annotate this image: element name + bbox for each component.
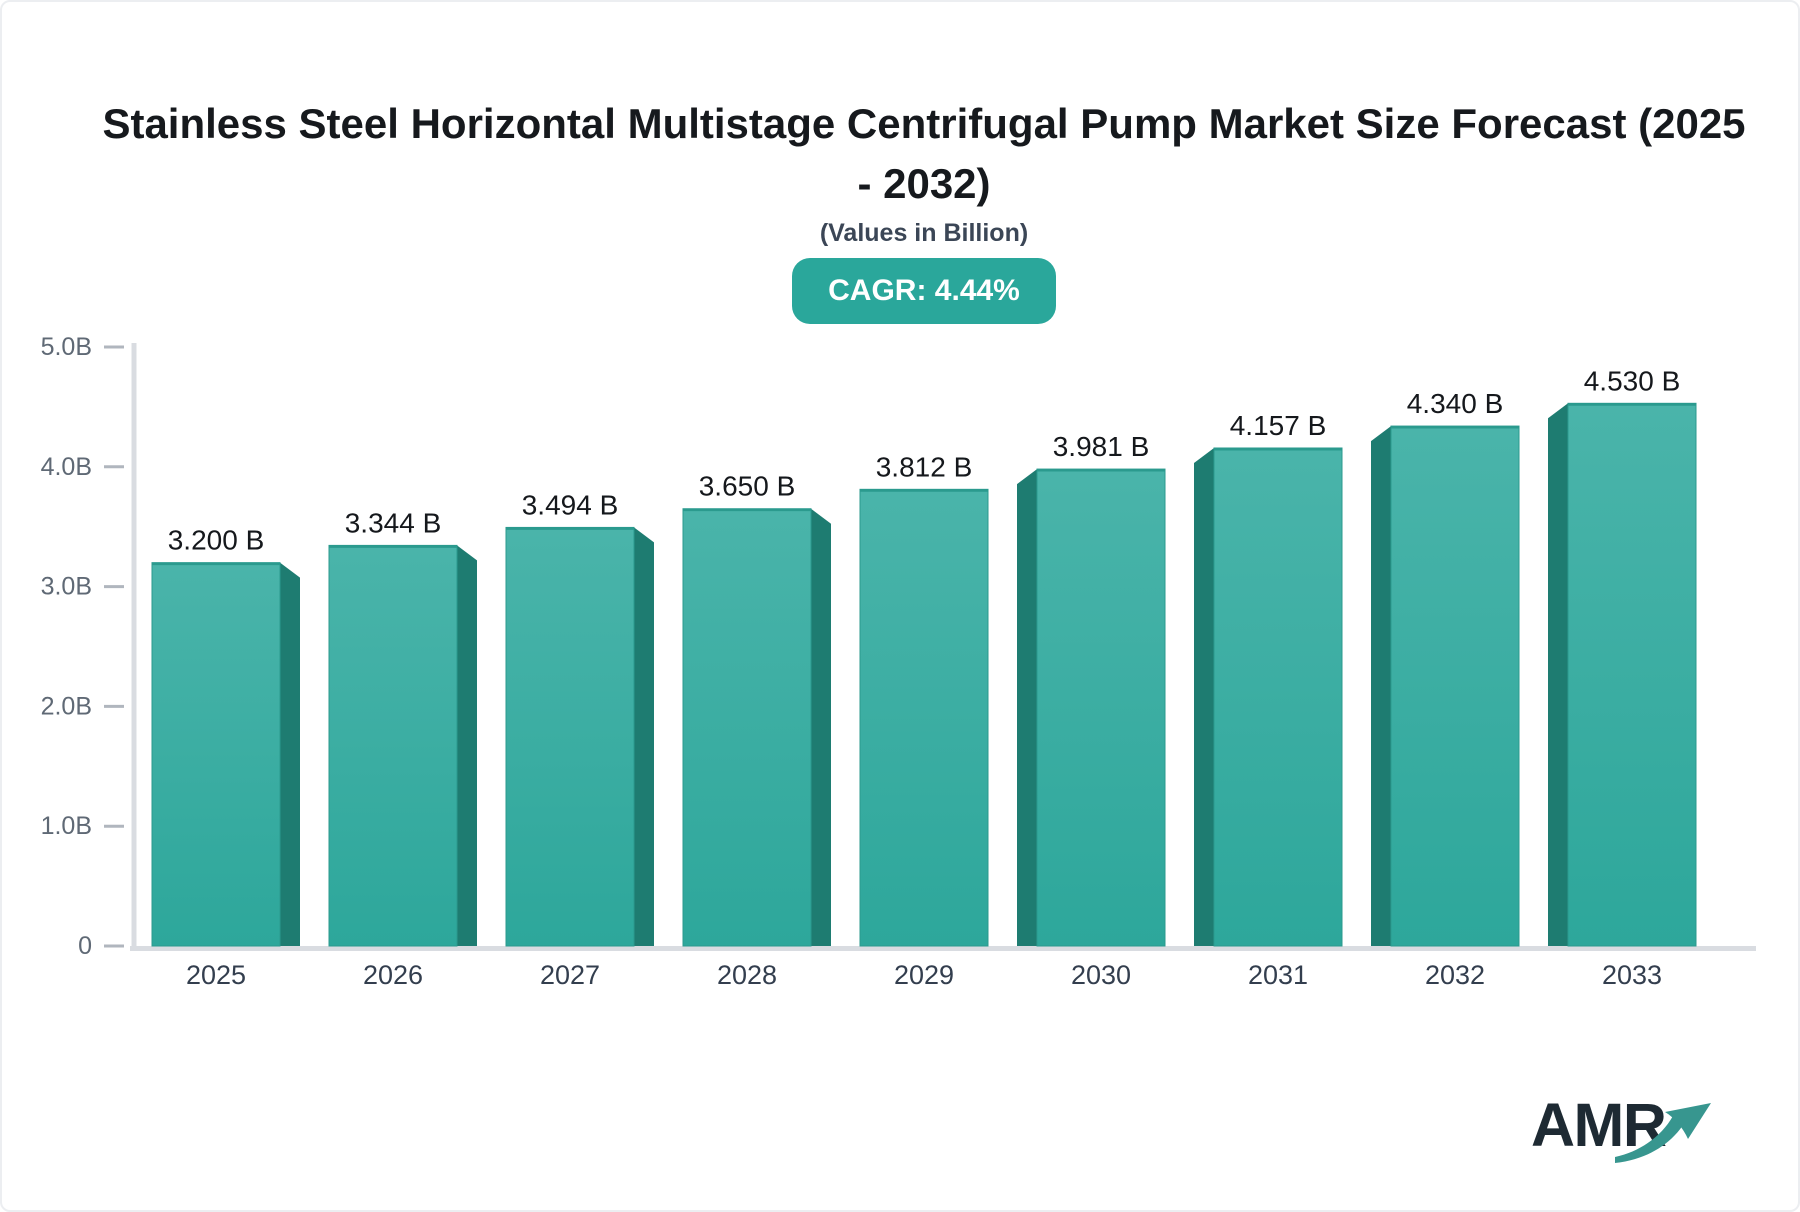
bar-side-face: [634, 527, 654, 946]
bar: [505, 526, 635, 947]
bar-value-label: 4.530 B: [1584, 365, 1681, 396]
x-axis-label: 2028: [717, 960, 777, 990]
y-axis-tick-label: 5.0B: [41, 333, 92, 361]
x-axis-label: 2025: [186, 960, 246, 990]
bar-side-face: [1371, 426, 1391, 946]
bar-value-label: 4.340 B: [1407, 388, 1504, 419]
bar-side-face: [1194, 447, 1214, 946]
y-axis-tick-label: 3.0B: [41, 573, 92, 601]
bar: [151, 562, 281, 947]
chart-subtitle: (Values in Billion): [819, 219, 1029, 248]
x-axis-label: 2030: [1071, 960, 1131, 990]
bar-side-face: [280, 562, 300, 946]
bar: [1213, 447, 1343, 947]
x-axis-label: 2033: [1602, 960, 1662, 990]
bar: [1390, 425, 1520, 947]
growth-arrow-icon: [1615, 1103, 1711, 1163]
bar-value-label: 3.981 B: [1053, 431, 1150, 462]
amr-logo: AMR: [1531, 1095, 1731, 1175]
bar: [859, 488, 989, 947]
bar-value-label: 3.650 B: [699, 471, 796, 502]
cagr-badge: CAGR: 4.44%: [792, 258, 1056, 325]
bar-value-label: 3.344 B: [345, 507, 442, 538]
bar: [1567, 402, 1697, 947]
y-axis-tick-label: 0: [78, 932, 92, 960]
y-axis-tick-label: 1.0B: [41, 812, 92, 840]
bar: [1036, 468, 1166, 947]
bar: [328, 544, 458, 947]
chart-title-line-2: - 2032): [857, 159, 991, 207]
y-axis-tick-label: 4.0B: [41, 453, 92, 481]
y-axis-tick-label: 2.0B: [41, 692, 92, 720]
bar-side-face: [1548, 403, 1568, 946]
bar-value-label: 3.812 B: [876, 451, 973, 482]
chart-header: Stainless Steel Horizontal Multistage Ce…: [49, 94, 1798, 325]
x-axis-label: 2026: [363, 960, 423, 990]
x-axis-label: 2027: [540, 960, 600, 990]
bar-value-label: 3.200 B: [168, 525, 265, 556]
x-axis-label: 2032: [1425, 960, 1485, 990]
x-axis-label: 2031: [1248, 960, 1308, 990]
bar: [682, 508, 812, 947]
bar-side-face: [457, 545, 477, 946]
chart-title-line-1: Stainless Steel Horizontal Multistage Ce…: [102, 100, 1746, 147]
bar-side-face: [811, 508, 831, 946]
bar-side-face: [1017, 469, 1037, 946]
bar-value-label: 3.494 B: [522, 489, 619, 520]
x-axis-label: 2029: [894, 960, 954, 990]
bar-value-label: 4.157 B: [1230, 410, 1327, 441]
